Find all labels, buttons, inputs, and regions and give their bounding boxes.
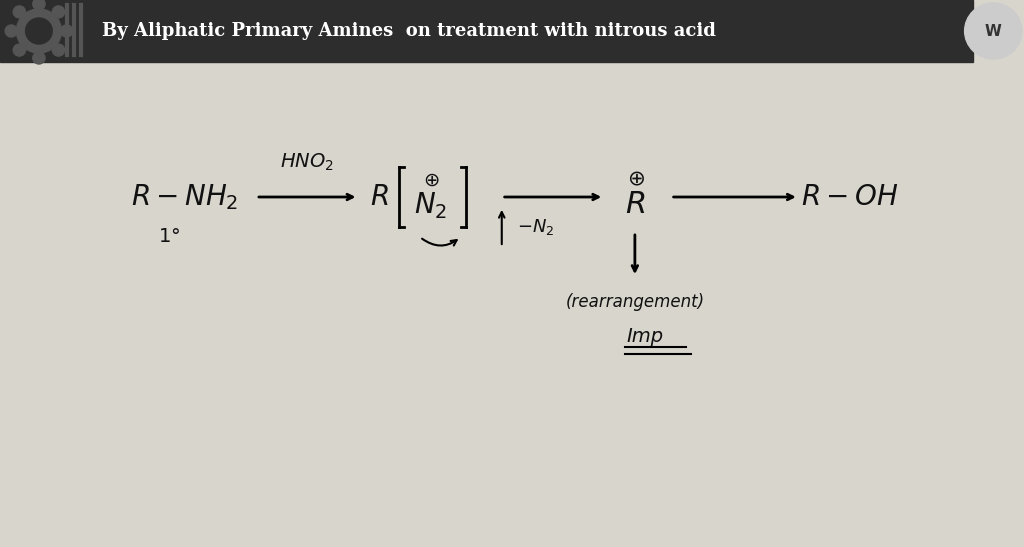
Text: $-N_2$: $-N_2$ — [517, 217, 554, 237]
Text: $\overset{\oplus}{R}$: $\overset{\oplus}{R}$ — [625, 174, 645, 220]
Circle shape — [16, 9, 61, 53]
Text: $1°$: $1°$ — [158, 228, 180, 247]
Circle shape — [60, 25, 73, 37]
Circle shape — [52, 6, 65, 18]
Text: $HNO_2$: $HNO_2$ — [281, 152, 334, 173]
Bar — [0, 0, 973, 62]
Text: $R-OH$: $R-OH$ — [801, 183, 899, 211]
Circle shape — [26, 18, 52, 44]
Text: By Aliphatic Primary Amines  on treatment with nitrous acid: By Aliphatic Primary Amines on treatment… — [102, 22, 716, 40]
Text: $\overset{\oplus}{N_2}$: $\overset{\oplus}{N_2}$ — [414, 173, 446, 221]
Text: $R$: $R$ — [370, 183, 388, 211]
Circle shape — [965, 3, 1022, 59]
Circle shape — [13, 44, 26, 56]
Circle shape — [33, 52, 45, 64]
Circle shape — [52, 44, 65, 56]
Circle shape — [5, 25, 17, 37]
Text: Imp: Imp — [627, 328, 664, 346]
Text: $R-NH_2$: $R-NH_2$ — [131, 182, 238, 212]
Text: (rearrangement): (rearrangement) — [565, 293, 705, 311]
Circle shape — [33, 0, 45, 10]
Circle shape — [13, 6, 26, 18]
Text: W: W — [985, 24, 1001, 38]
